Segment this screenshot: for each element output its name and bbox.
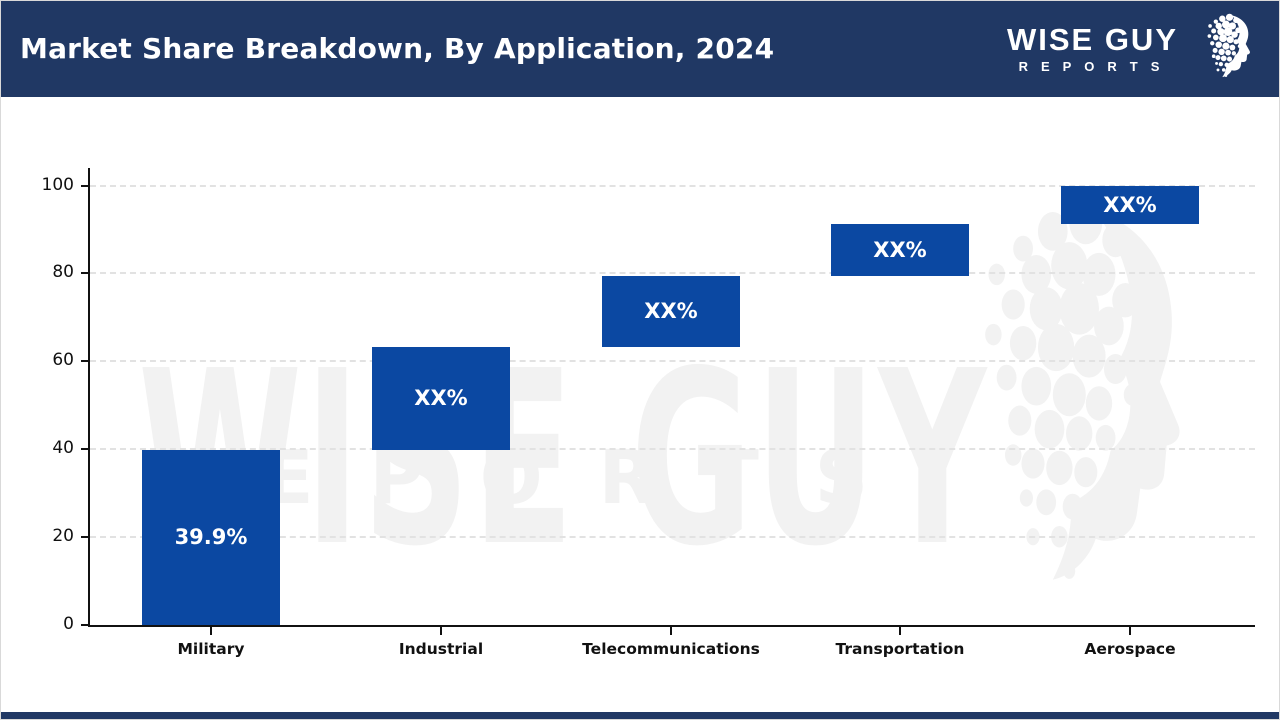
- bar-segment-aerospace: XX%: [1061, 185, 1199, 224]
- y-tick-label: 80: [52, 262, 74, 283]
- x-tick: [899, 627, 901, 635]
- y-tick: [81, 536, 90, 539]
- bar-segment-telecommunications: XX%: [602, 275, 740, 348]
- y-tick: [81, 624, 90, 626]
- y-tick: [81, 448, 90, 451]
- bar-value-label: 39.9%: [174, 525, 248, 550]
- header-bar: Market Share Breakdown, By Application, …: [0, 0, 1280, 97]
- y-tick: [81, 184, 90, 187]
- gridline: [90, 184, 1255, 187]
- gridline: [90, 448, 1255, 451]
- y-tick-label: 20: [52, 526, 74, 547]
- gridline: [90, 272, 1255, 275]
- logo-wordmark: WISE GUY: [1006, 22, 1178, 57]
- footer-bar: [0, 712, 1280, 720]
- y-tick: [81, 272, 90, 275]
- gridline: [90, 360, 1255, 363]
- category-label-military: Military: [177, 640, 245, 658]
- y-tick: [81, 360, 90, 363]
- x-axis: [88, 625, 1255, 627]
- page-title: Market Share Breakdown, By Application, …: [20, 32, 775, 65]
- x-tick: [210, 627, 212, 635]
- x-tick: [440, 627, 442, 635]
- category-label-industrial: Industrial: [398, 640, 484, 658]
- bar-segment-transportation: XX%: [831, 223, 969, 276]
- y-tick-label: 0: [63, 614, 74, 634]
- y-tick-label: 100: [41, 174, 74, 195]
- x-tick: [1129, 627, 1131, 635]
- bar-value-label: XX%: [1103, 192, 1157, 217]
- brand-logo: WISE GUY REPORTS: [1007, 11, 1254, 87]
- y-tick-label: 40: [52, 438, 74, 459]
- brand-text: WISE GUY REPORTS: [1007, 24, 1178, 73]
- wiseguy-head-icon: [1182, 11, 1254, 87]
- bar-segment-military: 39.9%: [142, 449, 280, 625]
- y-tick-label: 60: [52, 350, 74, 371]
- bar-value-label: XX%: [414, 386, 468, 411]
- bar-segment-industrial: XX%: [372, 347, 510, 450]
- logo-subtitle: REPORTS: [1018, 59, 1173, 74]
- category-label-aerospace: Aerospace: [1084, 640, 1176, 658]
- gridline: [90, 536, 1255, 539]
- bar-value-label: XX%: [644, 299, 698, 324]
- category-label-transportation: Transportation: [835, 640, 965, 658]
- category-label-telecommunications: Telecommunications: [582, 640, 760, 658]
- y-axis: [88, 168, 90, 627]
- x-tick: [670, 627, 672, 635]
- bar-value-label: XX%: [873, 237, 927, 262]
